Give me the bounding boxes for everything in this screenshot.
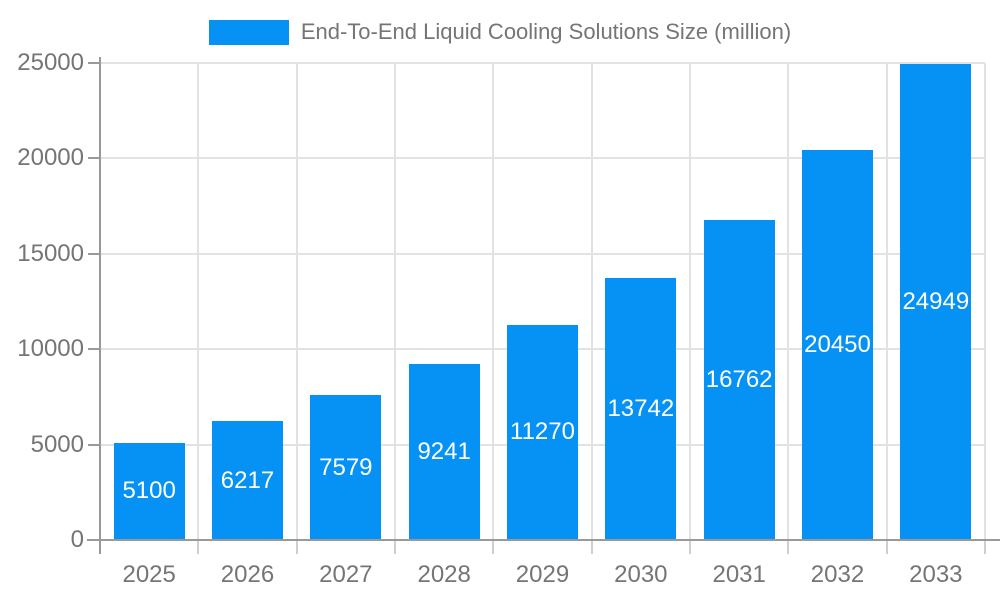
x-axis-line: [87, 539, 1000, 541]
x-gridline: [787, 63, 790, 540]
x-axis-tick: [492, 540, 495, 554]
y-gridline: [100, 62, 985, 64]
y-axis-label: 5000: [30, 430, 84, 458]
y-axis-line: [99, 57, 101, 554]
y-axis-tick: [88, 157, 100, 160]
y-gridline: [100, 157, 985, 160]
bar[interactable]: [900, 63, 972, 540]
y-axis-label: 20000: [17, 144, 84, 172]
legend-label: End-To-End Liquid Cooling Solutions Size…: [300, 19, 792, 44]
y-axis-tick: [88, 62, 100, 64]
y-axis-label: 0: [70, 526, 84, 553]
x-gridline: [197, 63, 200, 540]
x-gridline: [295, 63, 298, 540]
x-axis-label: 2032: [810, 561, 865, 588]
y-axis-label: 15000: [17, 239, 84, 267]
y-axis-tick: [88, 252, 100, 255]
x-axis-label: 2028: [417, 561, 471, 588]
bar[interactable]: [507, 324, 578, 540]
x-axis-label: 2027: [319, 561, 373, 588]
x-axis-label: 2033: [909, 561, 963, 588]
x-axis-tick: [295, 540, 298, 554]
y-axis-tick: [88, 443, 100, 446]
y-axis-label: 25000: [17, 49, 84, 76]
x-axis-label: 2030: [614, 561, 668, 588]
y-axis-tick: [88, 348, 100, 351]
x-axis-tick: [984, 540, 986, 554]
y-gridline: [100, 252, 985, 255]
x-axis-label: 2031: [712, 561, 766, 588]
x-axis-label: 2026: [220, 561, 275, 588]
legend-swatch-icon: [208, 19, 289, 45]
x-axis-tick: [689, 540, 691, 554]
x-gridline: [984, 63, 986, 540]
x-gridline: [394, 63, 396, 540]
x-axis-tick: [590, 540, 593, 554]
x-axis-tick: [787, 540, 790, 554]
bar[interactable]: [113, 442, 185, 540]
y-axis-label: 10000: [17, 335, 84, 363]
bar[interactable]: [408, 363, 480, 540]
x-gridline: [492, 63, 495, 540]
plot-area: 5100 6217 7579 9241 11270 13742 16762 20450 2494…: [100, 62, 986, 540]
x-axis-tick: [885, 540, 888, 554]
bar[interactable]: [605, 277, 677, 540]
bar[interactable]: [802, 149, 873, 540]
x-axis-label: 2029: [515, 561, 570, 588]
x-axis-label: 2025: [122, 561, 176, 588]
legend-item[interactable]: End-To-End Liquid Cooling Solutions Size…: [0, 17, 1000, 47]
bar[interactable]: [212, 421, 283, 540]
x-gridline: [689, 63, 691, 540]
x-axis-tick: [394, 540, 396, 554]
bar[interactable]: [310, 395, 382, 540]
x-gridline: [885, 63, 888, 540]
x-gridline: [590, 63, 593, 540]
x-axis-tick: [197, 540, 200, 554]
bar[interactable]: [703, 220, 775, 540]
